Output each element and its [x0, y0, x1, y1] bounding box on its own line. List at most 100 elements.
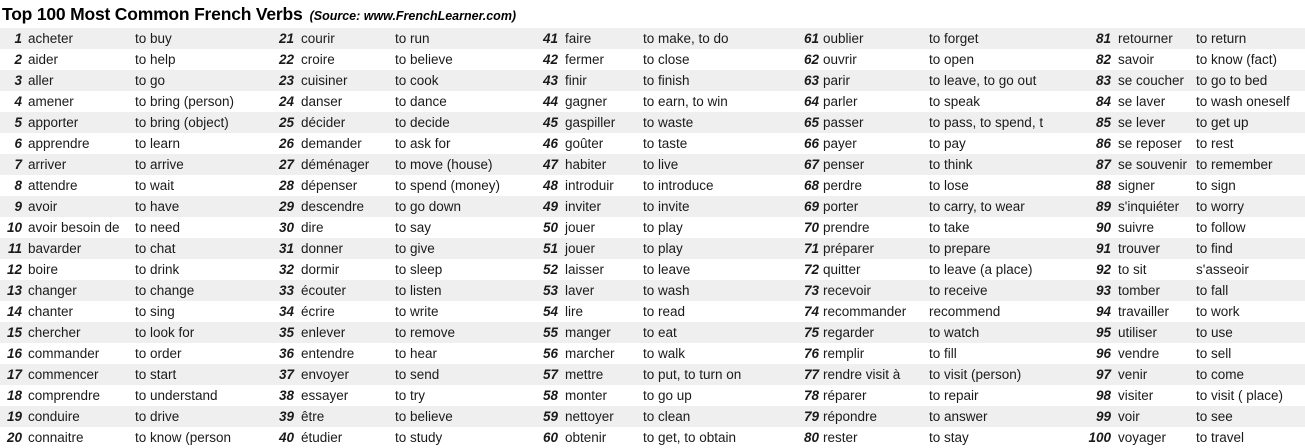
- verb-translation: to take: [929, 220, 970, 235]
- verb-translation: to pass, to spend, t: [929, 115, 1044, 130]
- verb-french: apprendre: [28, 136, 90, 151]
- verb-rank: 96: [1095, 346, 1111, 361]
- verb-rank: 25: [278, 115, 294, 130]
- verb-row: 61 oublier to forget: [783, 28, 1044, 49]
- verb-translation: to wash: [643, 283, 690, 298]
- verb-rank: 84: [1095, 94, 1111, 109]
- verb-french: connaitre: [28, 430, 84, 445]
- verb-french: attendre: [28, 178, 78, 193]
- verb-french: s'inquiéter: [1118, 199, 1180, 214]
- verb-french: comprendre: [28, 388, 101, 403]
- verb-translation: to visit ( place): [1196, 388, 1284, 403]
- verb-translation: to speak: [929, 94, 981, 109]
- verb-row: 12 boire to drink: [0, 259, 261, 280]
- verb-row: 35 enlever to remove: [261, 322, 522, 343]
- verb-column-group-4: 61 oublier to forget 62 ouvrir to open 6…: [783, 28, 1044, 448]
- verb-french: écrire: [301, 304, 335, 319]
- verb-french: croire: [301, 52, 335, 67]
- verb-row: 18 comprendre to understand: [0, 385, 261, 406]
- verb-rank: 20: [6, 430, 22, 445]
- verb-translation: to go down: [395, 199, 462, 214]
- verb-row: 70 prendre to take: [783, 217, 1044, 238]
- verb-rank: 54: [542, 304, 558, 319]
- verb-row: 25 décider to decide: [261, 112, 522, 133]
- verb-row: 15 chercher to look for: [0, 322, 261, 343]
- verb-french: gaspiller: [565, 115, 616, 130]
- verb-rank: 50: [542, 220, 558, 235]
- verb-row: 74 recommander recommend: [783, 301, 1044, 322]
- verb-rank: 10: [6, 220, 22, 235]
- verb-translation: to stay: [929, 430, 969, 445]
- verb-rank: 21: [278, 31, 294, 46]
- verb-french: amener: [28, 94, 74, 109]
- verb-french: monter: [565, 388, 608, 403]
- verb-french: commander: [28, 346, 100, 361]
- verb-french: parler: [823, 94, 858, 109]
- verb-french: se laver: [1118, 94, 1166, 109]
- verb-translation: to come: [1196, 367, 1245, 382]
- verb-french: aider: [28, 52, 59, 67]
- verb-row: 22 croire to believe: [261, 49, 522, 70]
- verb-rank: 91: [1095, 241, 1111, 256]
- verb-translation: to receive: [929, 283, 988, 298]
- verb-translation: to live: [643, 157, 679, 172]
- verb-rank: 38: [278, 388, 294, 403]
- verb-french: commencer: [28, 367, 99, 382]
- verb-row: 2 aider to help: [0, 49, 261, 70]
- verb-row: 77 rendre visit à to visit (person): [783, 364, 1044, 385]
- verb-translation: to sing: [135, 304, 175, 319]
- verb-french: inviter: [565, 199, 602, 214]
- verb-row: 16 commander to order: [0, 343, 261, 364]
- verb-row: 11 bavarder to chat: [0, 238, 261, 259]
- verb-row: 87 se souvenir to remember: [1044, 154, 1305, 175]
- verb-translation: to leave: [643, 262, 691, 277]
- verb-row: 21 courir to run: [261, 28, 522, 49]
- verb-row: 28 dépenser to spend (money): [261, 175, 522, 196]
- verb-translation: to believe: [395, 52, 453, 67]
- verb-row: 13 changer to change: [0, 280, 261, 301]
- verb-french: essayer: [301, 388, 349, 403]
- verb-french: suivre: [1118, 220, 1155, 235]
- verb-translation: to dance: [395, 94, 447, 109]
- verb-french: perdre: [823, 178, 863, 193]
- verb-french: fermer: [565, 52, 605, 67]
- verb-row: 83 se coucher to go to bed: [1044, 70, 1305, 91]
- verb-row: 54 lire to read: [522, 301, 783, 322]
- verb-row: 85 se lever to get up: [1044, 112, 1305, 133]
- verb-translation: to listen: [395, 283, 442, 298]
- verb-translation: to know (fact): [1196, 52, 1278, 67]
- verb-french: voir: [1118, 409, 1140, 424]
- verb-french: goûter: [565, 136, 604, 151]
- verb-translation: to get up: [1196, 115, 1249, 130]
- verb-translation: to eat: [643, 325, 677, 340]
- verb-rank: 12: [6, 262, 22, 277]
- verb-translation: to rest: [1196, 136, 1234, 151]
- verb-rank: 4: [14, 94, 22, 109]
- verb-rank: 99: [1095, 409, 1111, 424]
- verb-translation: to get, to obtain: [643, 430, 737, 445]
- verb-translation: s'asseoir: [1196, 262, 1249, 277]
- verb-translation: recommend: [929, 304, 1001, 319]
- verb-french: cuisiner: [301, 73, 348, 88]
- verb-french: jouer: [565, 241, 596, 256]
- verb-rank: 13: [6, 283, 22, 298]
- verb-french: introduir: [565, 178, 614, 193]
- verb-translation: to try: [395, 388, 426, 403]
- verb-row: 64 parler to speak: [783, 91, 1044, 112]
- verb-rank: 70: [803, 220, 819, 235]
- verb-translation: to arrive: [135, 157, 184, 172]
- verb-translation: to forget: [929, 31, 979, 46]
- verb-row: 58 monter to go up: [522, 385, 783, 406]
- verb-row: 79 répondre to answer: [783, 406, 1044, 427]
- verb-row: 75 regarder to watch: [783, 322, 1044, 343]
- verb-rank: 7: [14, 157, 22, 172]
- verb-rank: 18: [6, 388, 22, 403]
- verb-translation: to remove: [395, 325, 456, 340]
- verb-row: 39 être to believe: [261, 406, 522, 427]
- verb-translation: to find: [1196, 241, 1233, 256]
- verb-translation: to send: [395, 367, 440, 382]
- verb-row: 60 obtenir to get, to obtain: [522, 427, 783, 448]
- verb-french: remplir: [823, 346, 865, 361]
- verb-rank: 93: [1095, 283, 1111, 298]
- verb-french: obtenir: [565, 430, 607, 445]
